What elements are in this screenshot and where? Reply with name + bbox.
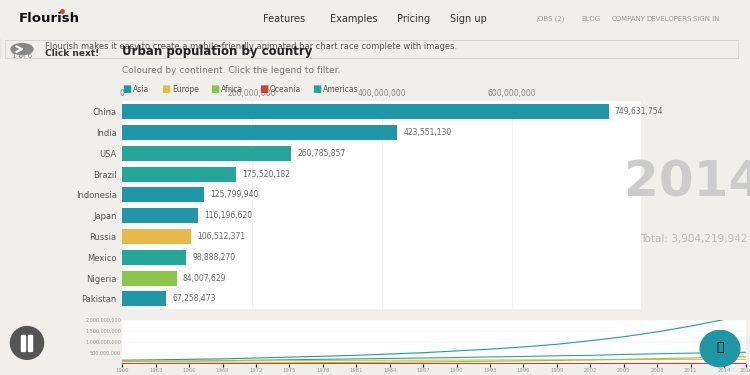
Bar <box>122 104 608 119</box>
Text: Total: 3,904,219,942: Total: 3,904,219,942 <box>640 234 748 244</box>
Text: Pricing: Pricing <box>398 14 430 24</box>
Text: ■: ■ <box>161 84 170 94</box>
Text: 67,258,473: 67,258,473 <box>172 294 215 303</box>
Text: ■: ■ <box>259 84 268 94</box>
Bar <box>122 146 292 161</box>
Text: 175,520,182: 175,520,182 <box>242 170 290 178</box>
Bar <box>122 250 187 265</box>
Text: 1 of 6: 1 of 6 <box>12 53 32 59</box>
Bar <box>28 335 32 351</box>
Text: ■: ■ <box>210 84 219 94</box>
Bar <box>122 291 166 306</box>
Text: Flourish: Flourish <box>19 12 80 26</box>
Bar <box>122 229 191 244</box>
Circle shape <box>11 44 33 55</box>
Bar <box>122 208 198 223</box>
Text: 125,799,940: 125,799,940 <box>210 190 259 200</box>
Text: ■: ■ <box>122 84 131 94</box>
Circle shape <box>10 327 44 359</box>
Text: DEVELOPERS: DEVELOPERS <box>646 16 692 22</box>
Bar <box>21 335 25 351</box>
Text: Click next!: Click next! <box>45 49 99 58</box>
Text: 98,888,270: 98,888,270 <box>193 253 236 262</box>
Bar <box>122 188 204 202</box>
Bar <box>122 271 177 286</box>
Text: SIGN IN: SIGN IN <box>693 16 719 22</box>
Text: JOBS (2): JOBS (2) <box>536 16 565 22</box>
Text: ■: ■ <box>312 84 322 94</box>
Text: Features: Features <box>262 14 305 24</box>
Text: Asia: Asia <box>133 85 149 94</box>
Text: 423,551,130: 423,551,130 <box>404 128 451 137</box>
Text: 2014: 2014 <box>624 159 750 207</box>
Text: 106,512,371: 106,512,371 <box>197 232 246 241</box>
Text: 260,785,857: 260,785,857 <box>298 149 346 158</box>
Text: 84,007,629: 84,007,629 <box>183 274 226 283</box>
Text: BLOG: BLOG <box>581 16 600 22</box>
Text: 116,196,620: 116,196,620 <box>204 211 252 220</box>
Text: Oceania: Oceania <box>269 85 301 94</box>
Text: Examples: Examples <box>330 14 377 24</box>
Text: Sign up: Sign up <box>450 14 487 24</box>
Text: Europe: Europe <box>172 85 199 94</box>
Circle shape <box>700 330 740 367</box>
Text: 749,631,754: 749,631,754 <box>615 107 663 116</box>
Text: Coloured by continent. Click the legend to filter.: Coloured by continent. Click the legend … <box>122 66 340 75</box>
Text: Americas: Americas <box>323 85 358 94</box>
Text: Flourish makes it easy to create a mobile-friendly animated bar chart race compl: Flourish makes it easy to create a mobil… <box>45 42 457 51</box>
Bar <box>122 125 397 140</box>
Text: Africa: Africa <box>220 85 243 94</box>
Bar <box>122 166 236 182</box>
Text: COMPANY: COMPANY <box>611 16 645 22</box>
Text: 💬: 💬 <box>716 341 724 354</box>
Text: Urban population by country: Urban population by country <box>122 45 313 58</box>
